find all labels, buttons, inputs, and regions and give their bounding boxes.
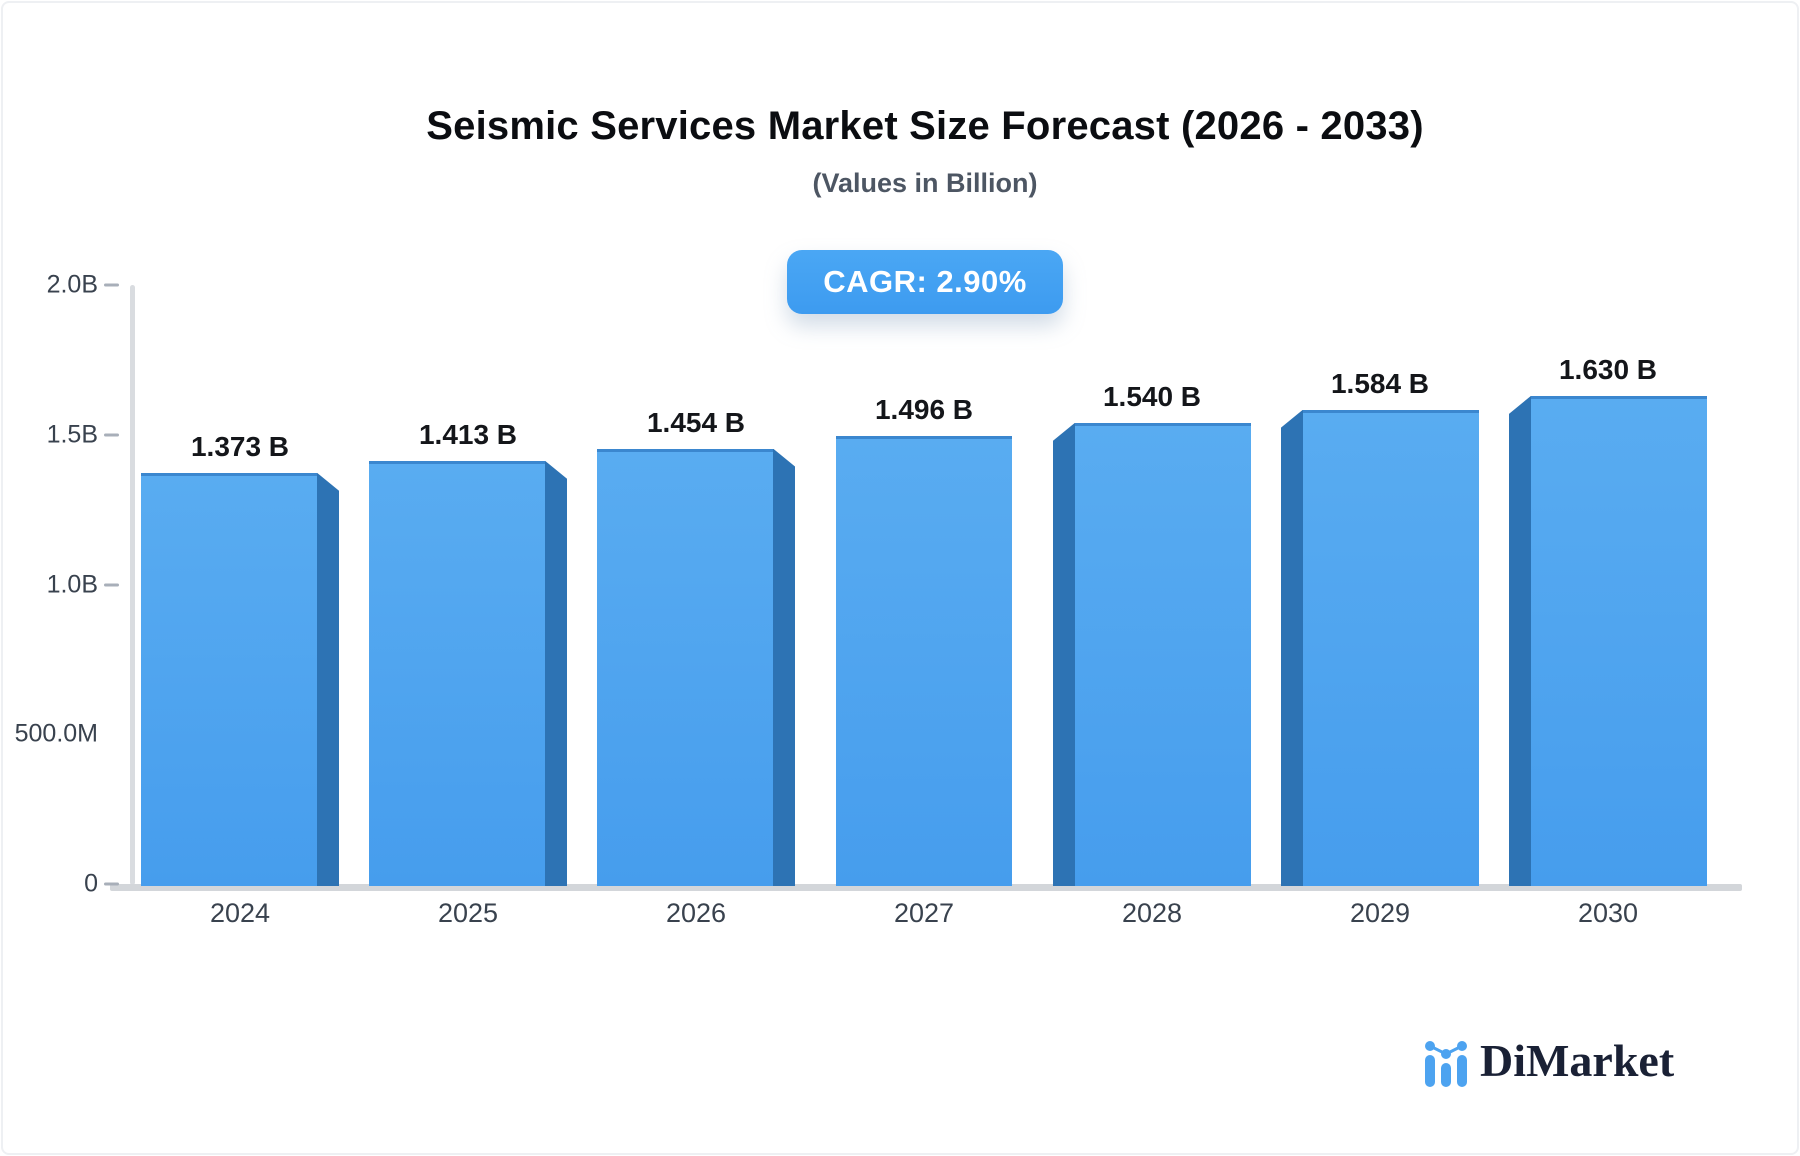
bar-value-label: 1.454 B: [646, 406, 746, 438]
y-tick-mark-0: [104, 882, 119, 886]
bar-face: [1531, 395, 1707, 886]
bar-side-3d: [317, 472, 339, 886]
y-tick-mark-1.5B: [104, 433, 119, 437]
y-tick-label-500.0M: 500.0M: [14, 719, 98, 748]
y-tick-label-2.0B: 2.0B: [46, 270, 98, 299]
cagr-badge: CAGR: 2.90%: [787, 250, 1063, 314]
bar-face: [369, 460, 545, 886]
x-tick-label-2025: 2025: [437, 898, 499, 928]
bar-face: [836, 435, 1012, 886]
bar-side-3d: [773, 448, 795, 886]
bar-side-3d: [1281, 409, 1303, 886]
chart-title: Seismic Services Market Size Forecast (2…: [426, 104, 1424, 148]
x-tick-label-2026: 2026: [665, 898, 727, 928]
x-axis-line: [110, 884, 1742, 891]
x-tick-label-2024: 2024: [209, 898, 271, 928]
bar-face: [597, 448, 773, 886]
bar-value-label: 1.373 B: [190, 430, 290, 462]
bar-face: [1075, 422, 1251, 886]
dimarket-logo: DiMarket: [1424, 1035, 1675, 1087]
dimarket-logo-text: DiMarket: [1480, 1035, 1675, 1086]
y-axis-line: [130, 285, 135, 885]
x-tick-label-2028: 2028: [1121, 898, 1183, 928]
y-tick-mark-2.0B: [104, 283, 119, 287]
bar-side-3d: [1509, 395, 1531, 886]
chart-subtitle: (Values in Billion): [812, 168, 1038, 198]
bar-value-label: 1.630 B: [1558, 353, 1658, 385]
bar-2030: 1.630 B: [1509, 354, 1707, 886]
bar-side-3d: [1053, 422, 1075, 886]
bar-value-label: 1.540 B: [1102, 380, 1202, 412]
bar-2025: 1.413 B: [369, 419, 567, 886]
x-tick-label-2029: 2029: [1349, 898, 1411, 928]
y-tick-mark-1.0B: [104, 583, 119, 586]
bar-side-3d: [545, 460, 567, 886]
bar-value-label: 1.496 B: [874, 393, 974, 425]
y-tick-label-1.5B: 1.5B: [46, 420, 98, 449]
bar-face: [141, 472, 317, 886]
bar-value-label: 1.584 B: [1330, 367, 1430, 399]
bar-2024: 1.373 B: [141, 431, 339, 886]
bar-2029: 1.584 B: [1281, 368, 1479, 886]
bar-value-label: 1.413 B: [418, 418, 518, 450]
bar-2027: 1.496 B: [836, 394, 1012, 886]
bar-face: [1303, 409, 1479, 886]
bar-2026: 1.454 B: [597, 407, 795, 886]
x-tick-label-2027: 2027: [893, 898, 955, 928]
cagr-badge-container: CAGR: 2.90%: [50, 250, 1800, 314]
y-tick-label-1.0B: 1.0B: [46, 570, 98, 598]
x-tick-label-2030: 2030: [1577, 898, 1639, 928]
y-tick-label-0: 0: [84, 869, 98, 898]
bar-2028: 1.540 B: [1053, 381, 1251, 886]
dimarket-logo-icon: [1425, 1040, 1467, 1087]
